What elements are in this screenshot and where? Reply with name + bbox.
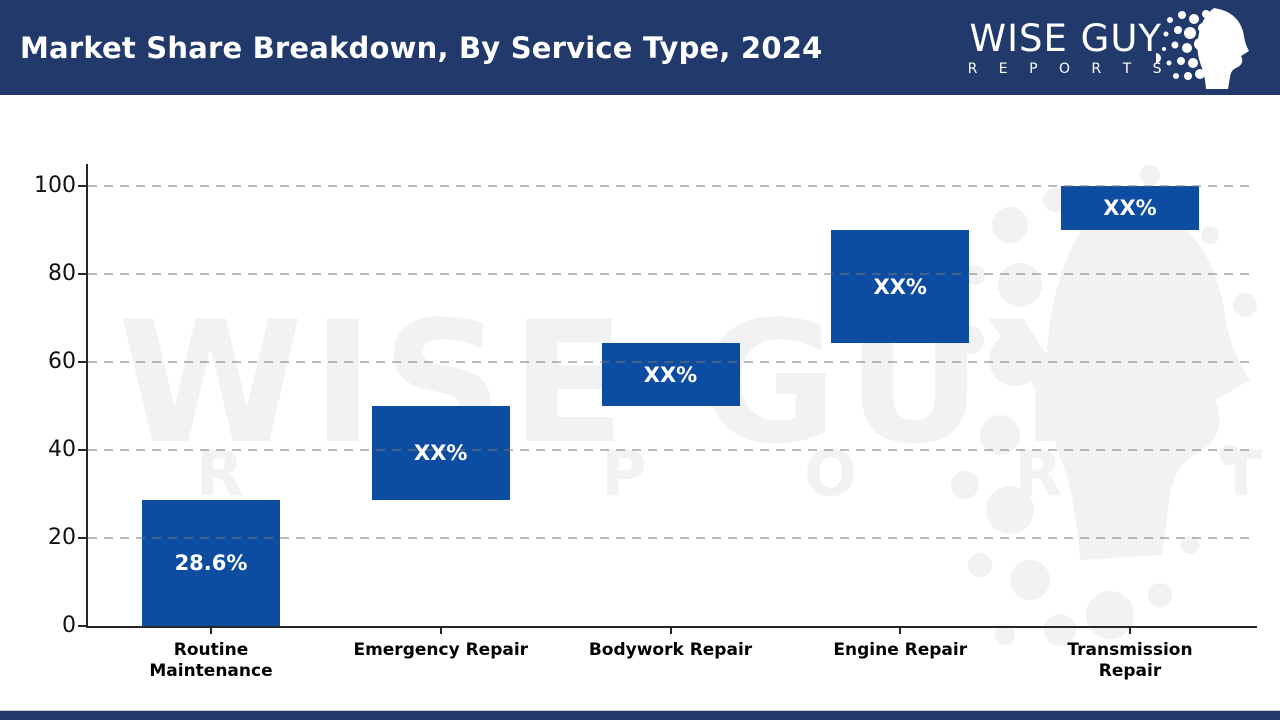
- wise-guy-logo: WISE GUY R E P O R T S: [962, 6, 1252, 90]
- bar-segment: [142, 500, 280, 626]
- logo-text: WISE GUY R E P O R T S: [962, 20, 1170, 76]
- bar-segment: [1061, 186, 1199, 230]
- bar-segment: [601, 343, 740, 406]
- plot-area: WISE GUY R E P O R T S 28.6%Routine Main…: [0, 95, 1280, 711]
- footer-band: [0, 710, 1280, 720]
- logo-head-icon: [1156, 7, 1249, 89]
- logo-subtitle: R E P O R T S: [967, 60, 1170, 77]
- chart-title: Market Share Breakdown, By Service Type,…: [20, 30, 823, 65]
- logo-wordmark: WISE GUY: [969, 16, 1163, 60]
- bars-layer: [0, 95, 1280, 711]
- bar-segment: [831, 230, 970, 344]
- header-band: Market Share Breakdown, By Service Type,…: [0, 0, 1280, 95]
- bar-segment: [371, 406, 510, 501]
